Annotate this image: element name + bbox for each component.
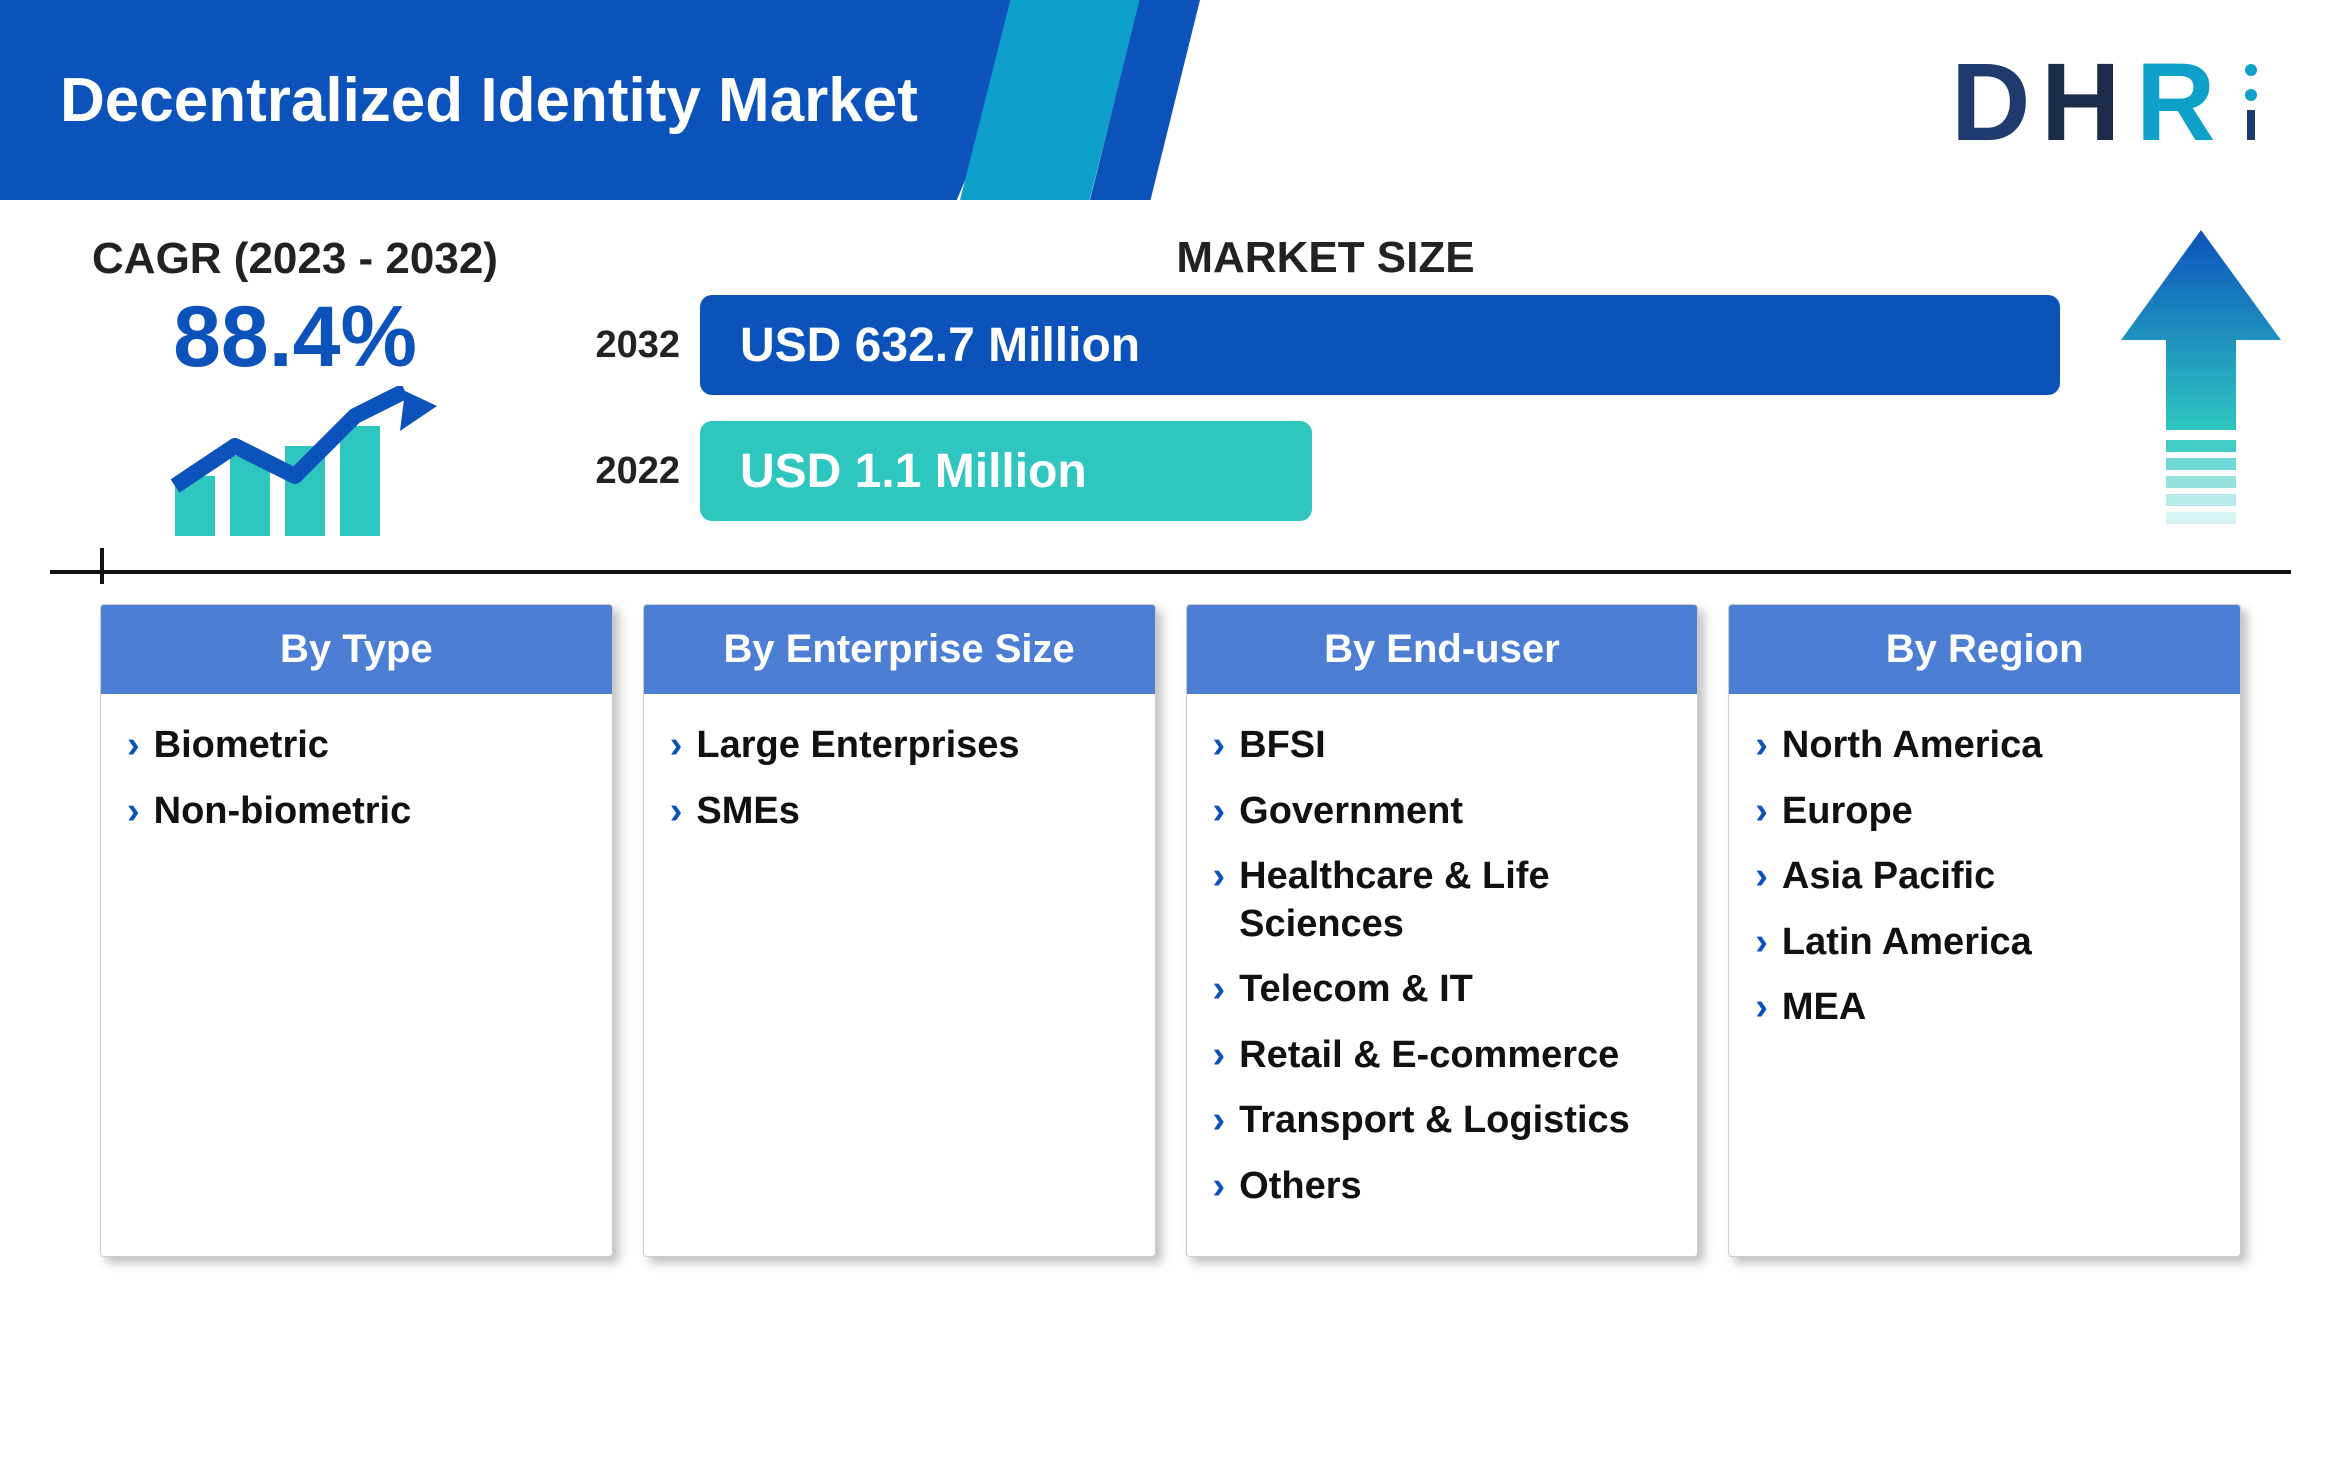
segment-item-text: Europe bbox=[1782, 788, 1913, 836]
segment-item-text: Large Enterprises bbox=[696, 722, 1019, 770]
segment-item-text: Healthcare & Life Sciences bbox=[1239, 853, 1671, 948]
segment-item-text: Biometric bbox=[154, 722, 329, 770]
list-item: › Large Enterprises bbox=[670, 722, 1129, 770]
chevron-icon: › bbox=[1213, 788, 1226, 836]
bar-1: USD 1.1 Million bbox=[700, 421, 1312, 521]
svg-text:H: H bbox=[2041, 41, 2120, 164]
segment-item-text: MEA bbox=[1782, 984, 1866, 1032]
list-item: › Transport & Logistics bbox=[1213, 1097, 1672, 1145]
cagr-label: CAGR (2023 - 2032) bbox=[60, 234, 530, 284]
chevron-icon: › bbox=[127, 788, 140, 836]
segment-body-3: › North America › Europe › Asia Pacific › La… bbox=[1729, 694, 2240, 1078]
segment-item-text: Transport & Logistics bbox=[1239, 1097, 1630, 1145]
chevron-icon: › bbox=[1755, 722, 1768, 770]
svg-text:D: D bbox=[1951, 41, 2030, 164]
list-item: › MEA bbox=[1755, 984, 2214, 1032]
segment-body-1: › Large Enterprises › SMEs bbox=[644, 694, 1155, 881]
bar-year-0: 2032 bbox=[570, 324, 700, 367]
list-item: › SMEs bbox=[670, 788, 1129, 836]
segment-item-text: Latin America bbox=[1782, 919, 2032, 967]
dhr-logo: D H R bbox=[1951, 40, 2271, 170]
segment-header-3: By Region bbox=[1729, 605, 2240, 694]
chevron-icon: › bbox=[1213, 1097, 1226, 1145]
chevron-icon: › bbox=[1213, 1163, 1226, 1211]
list-item: › Europe bbox=[1755, 788, 2214, 836]
list-item: › Latin America bbox=[1755, 919, 2214, 967]
chevron-icon: › bbox=[1213, 966, 1226, 1014]
divider bbox=[100, 548, 104, 584]
list-item: › Biometric bbox=[127, 722, 586, 770]
segment-item-text: Retail & E-commerce bbox=[1239, 1032, 1619, 1080]
up-arrow-icon bbox=[2121, 230, 2281, 550]
segment-item-text: North America bbox=[1782, 722, 2042, 770]
list-item: › Others bbox=[1213, 1163, 1672, 1211]
bar-value-0: USD 632.7 Million bbox=[740, 318, 1140, 373]
chevron-icon: › bbox=[1755, 919, 1768, 967]
svg-text:R: R bbox=[2136, 41, 2215, 164]
list-item: › North America bbox=[1755, 722, 2214, 770]
segment-header-1: By Enterprise Size bbox=[644, 605, 1155, 694]
bar-value-1: USD 1.1 Million bbox=[740, 444, 1087, 499]
chevron-icon: › bbox=[1213, 1032, 1226, 1080]
segment-item-text: Non-biometric bbox=[154, 788, 412, 836]
segment-item-text: Asia Pacific bbox=[1782, 853, 1995, 901]
segment-card-enduser: By End-user › BFSI › Government › Healthcar… bbox=[1186, 604, 1699, 1257]
stats-row: CAGR (2023 - 2032) 88.4% MARKET SIZE 203… bbox=[0, 200, 2341, 570]
segment-item-text: Telecom & IT bbox=[1239, 966, 1473, 1014]
segment-body-0: › Biometric › Non-biometric bbox=[101, 694, 612, 881]
market-size-block: MARKET SIZE 2032 USD 632.7 Million 2022 … bbox=[570, 233, 2081, 547]
header-banner: Decentralized Identity Market D H R bbox=[0, 0, 2341, 200]
list-item: › BFSI bbox=[1213, 722, 1672, 770]
segment-header-0: By Type bbox=[101, 605, 612, 694]
segment-header-2: By End-user bbox=[1187, 605, 1698, 694]
header-band: Decentralized Identity Market bbox=[0, 0, 1040, 200]
bar-0: USD 632.7 Million bbox=[700, 295, 2060, 395]
segment-row: By Type › Biometric › Non-biometric By Ent… bbox=[50, 570, 2291, 1277]
segment-item-text: Others bbox=[1239, 1163, 1361, 1211]
bar-row-2032: 2032 USD 632.7 Million bbox=[570, 295, 2081, 395]
chevron-icon: › bbox=[1755, 984, 1768, 1032]
segment-body-2: › BFSI › Government › Healthcare & Life Sci… bbox=[1187, 694, 1698, 1256]
segment-item-text: SMEs bbox=[696, 788, 799, 836]
cagr-value: 88.4% bbox=[60, 294, 530, 380]
bar-year-1: 2022 bbox=[570, 450, 700, 493]
list-item: › Retail & E-commerce bbox=[1213, 1032, 1672, 1080]
list-item: › Healthcare & Life Sciences bbox=[1213, 853, 1672, 948]
list-item: › Telecom & IT bbox=[1213, 966, 1672, 1014]
page-title: Decentralized Identity Market bbox=[60, 65, 918, 136]
list-item: › Government bbox=[1213, 788, 1672, 836]
chevron-icon: › bbox=[1755, 853, 1768, 901]
chevron-icon: › bbox=[670, 722, 683, 770]
chevron-icon: › bbox=[670, 788, 683, 836]
chevron-icon: › bbox=[1213, 722, 1226, 770]
chevron-icon: › bbox=[127, 722, 140, 770]
segment-card-region: By Region › North America › Europe › Asia P… bbox=[1728, 604, 2241, 1257]
segment-item-text: Government bbox=[1239, 788, 1463, 836]
segment-card-type: By Type › Biometric › Non-biometric bbox=[100, 604, 613, 1257]
segment-item-text: BFSI bbox=[1239, 722, 1326, 770]
cagr-chart-icon bbox=[60, 386, 530, 546]
list-item: › Non-biometric bbox=[127, 788, 586, 836]
segment-card-enterprise: By Enterprise Size › Large Enterprises › S… bbox=[643, 604, 1156, 1257]
cagr-block: CAGR (2023 - 2032) 88.4% bbox=[60, 234, 530, 546]
chevron-icon: › bbox=[1755, 788, 1768, 836]
chevron-icon: › bbox=[1213, 853, 1226, 901]
bar-row-2022: 2022 USD 1.1 Million bbox=[570, 421, 2081, 521]
list-item: › Asia Pacific bbox=[1755, 853, 2214, 901]
market-size-title: MARKET SIZE bbox=[570, 233, 2081, 283]
